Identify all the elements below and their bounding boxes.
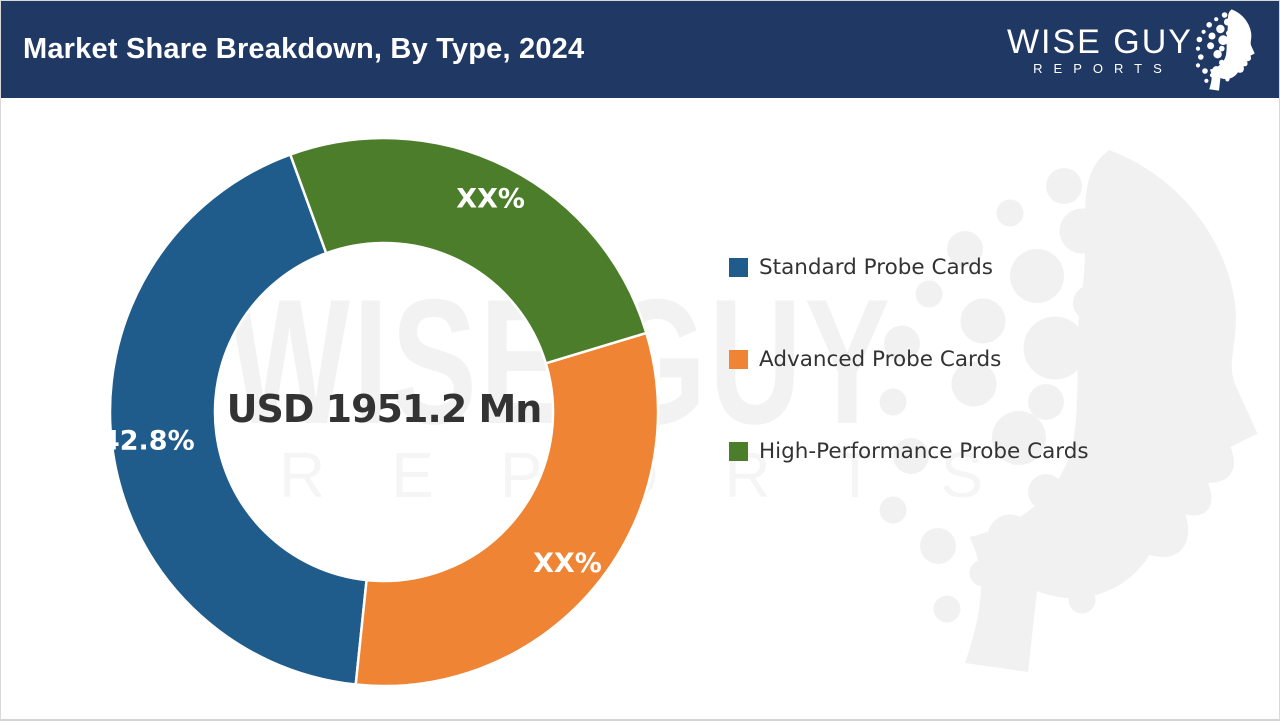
- legend-label: High-Performance Probe Cards: [759, 438, 1089, 464]
- legend-swatch-standard: [729, 257, 748, 277]
- chart-center-value: USD 1951.2 Mn: [226, 387, 543, 431]
- slice-percentage-label: XX%: [456, 184, 525, 215]
- legend-item: Advanced Probe Cards: [729, 345, 1089, 373]
- slice-percentage-label: 42.8%: [101, 426, 195, 457]
- page-title: Market Share Breakdown, By Type, 2024: [23, 33, 585, 65]
- donut-segment: [354, 331, 660, 688]
- legend-swatch-advanced: [729, 349, 748, 369]
- chart-legend: Standard Probe Cards Advanced Probe Card…: [729, 253, 1089, 529]
- donut-segment: [108, 153, 368, 686]
- wise-guy-logo: WISE GUY REPORTS: [1007, 8, 1279, 92]
- legend-label: Standard Probe Cards: [759, 254, 993, 280]
- header-bar: Market Share Breakdown, By Type, 2024 WI…: [1, 1, 1279, 98]
- legend-item: Standard Probe Cards: [729, 253, 1089, 281]
- slice-percentage-label: XX%: [533, 548, 602, 579]
- legend-swatch-high-performance: [729, 441, 748, 461]
- donut-segment: [289, 136, 648, 365]
- legend-item: High-Performance Probe Cards: [729, 437, 1089, 465]
- logo-wordmark: WISE GUY: [1006, 22, 1193, 61]
- logo-subtitle: REPORTS: [1033, 60, 1173, 76]
- wise-guy-head-icon: [1195, 8, 1255, 91]
- legend-label: Advanced Probe Cards: [759, 346, 1002, 372]
